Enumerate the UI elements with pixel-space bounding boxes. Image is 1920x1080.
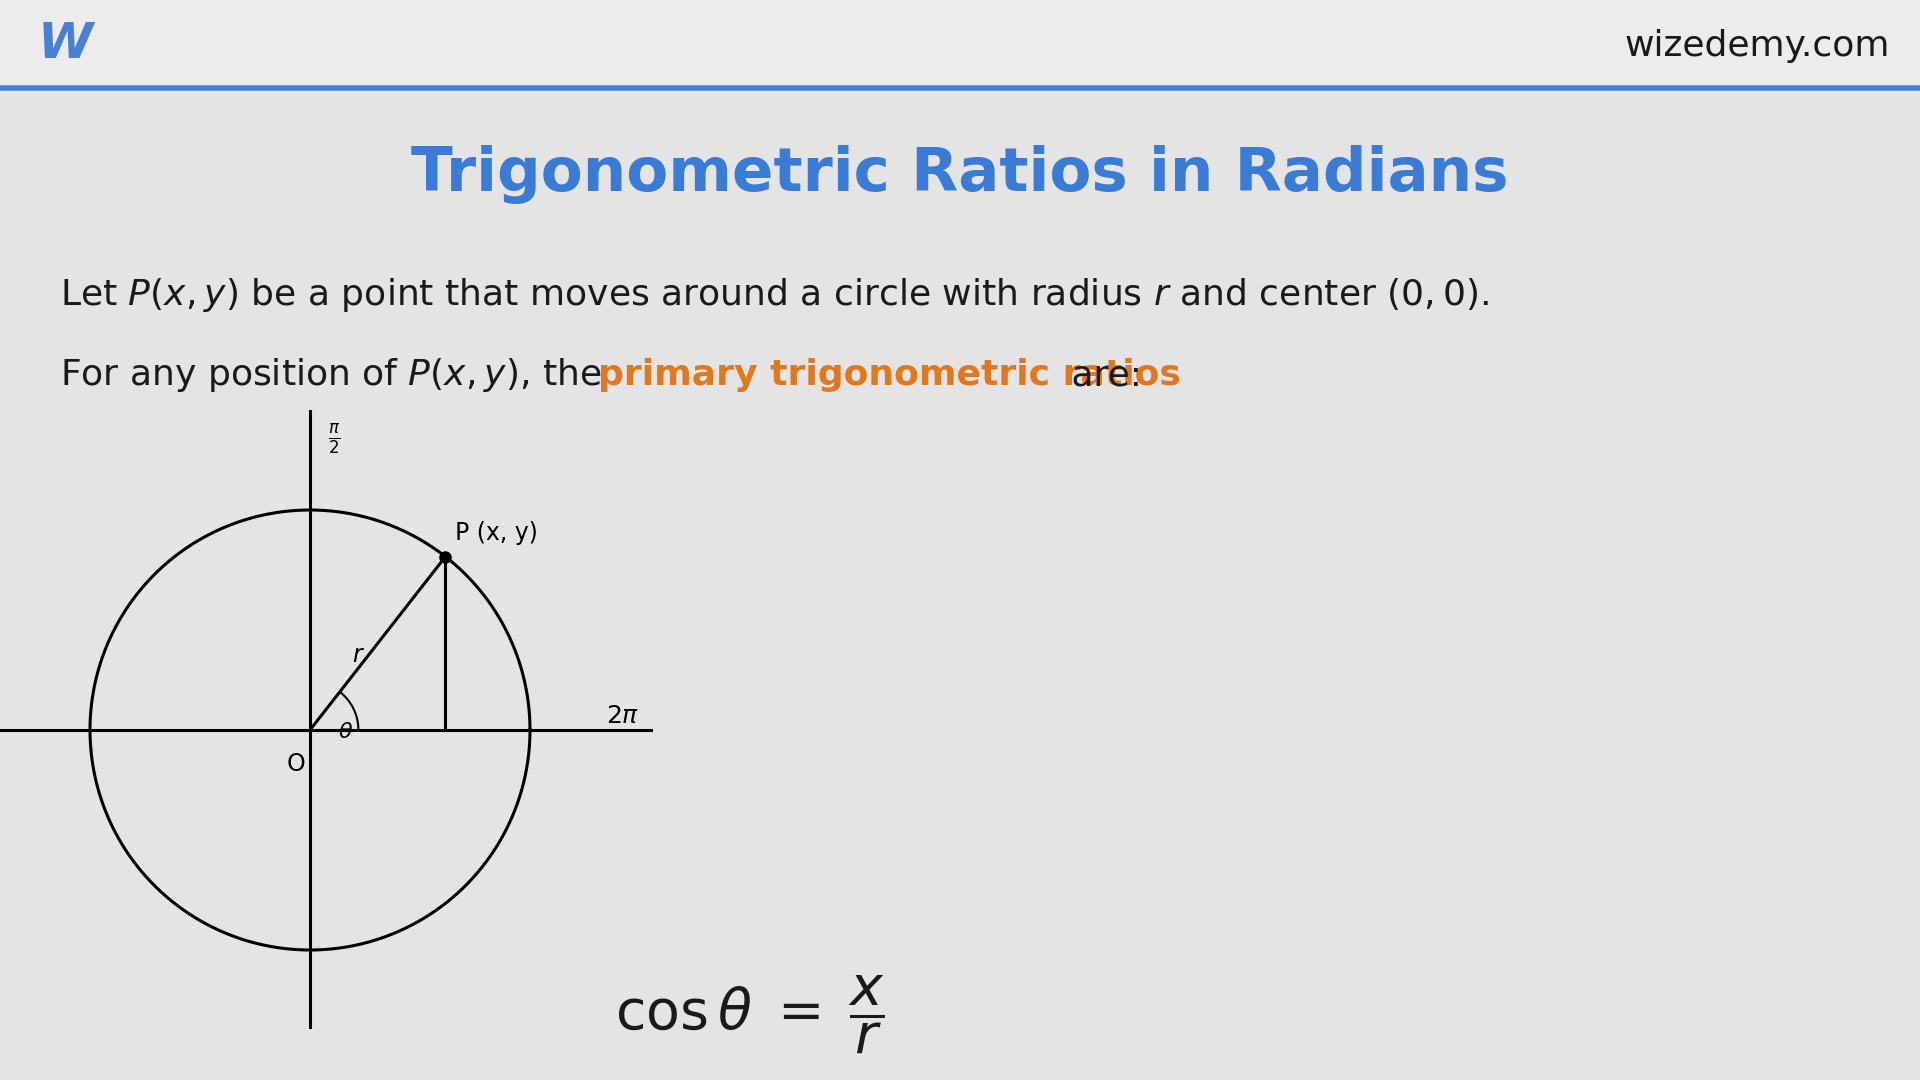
Text: $\frac{\pi}{2}$: $\frac{\pi}{2}$	[328, 422, 340, 457]
Text: $\cos\theta\;=\;\dfrac{x}{r}$: $\cos\theta\;=\;\dfrac{x}{r}$	[614, 973, 885, 1055]
Text: For any position of $P(x, y)$, the: For any position of $P(x, y)$, the	[60, 356, 603, 394]
Text: wizedemy.com: wizedemy.com	[1624, 29, 1889, 63]
Text: P (x, y): P (x, y)	[455, 521, 538, 544]
Text: O: O	[286, 752, 305, 777]
Text: W: W	[38, 21, 94, 68]
Text: $\theta$: $\theta$	[338, 723, 353, 742]
Text: r: r	[351, 643, 361, 666]
Text: Let $P(x, y)$ be a point that moves around a circle with radius $r$ and center $: Let $P(x, y)$ be a point that moves arou…	[60, 276, 1490, 314]
Text: Trigonometric Ratios in Radians: Trigonometric Ratios in Radians	[411, 146, 1509, 204]
Text: $2\pi$: $2\pi$	[605, 704, 639, 728]
Text: primary trigonometric ratios: primary trigonometric ratios	[597, 357, 1181, 392]
Bar	[0, 0, 1920, 87]
Text: are:: are:	[1060, 357, 1142, 392]
